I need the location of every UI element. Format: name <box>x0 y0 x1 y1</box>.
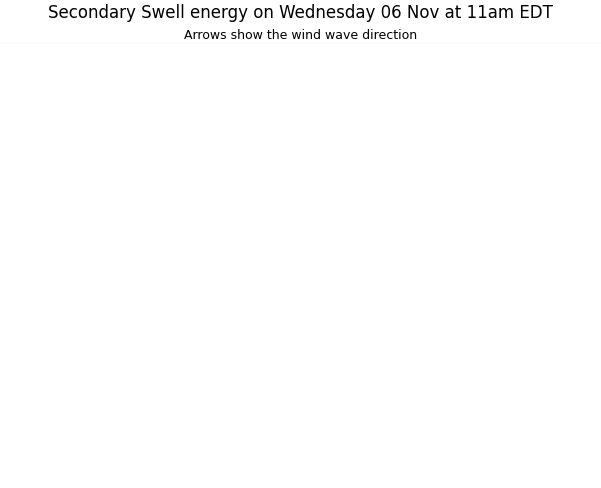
Text: Arrows show the wind wave direction: Arrows show the wind wave direction <box>184 28 417 41</box>
Text: Secondary Swell energy on Wednesday 06 Nov at 11am EDT: Secondary Swell energy on Wednesday 06 N… <box>48 3 553 21</box>
